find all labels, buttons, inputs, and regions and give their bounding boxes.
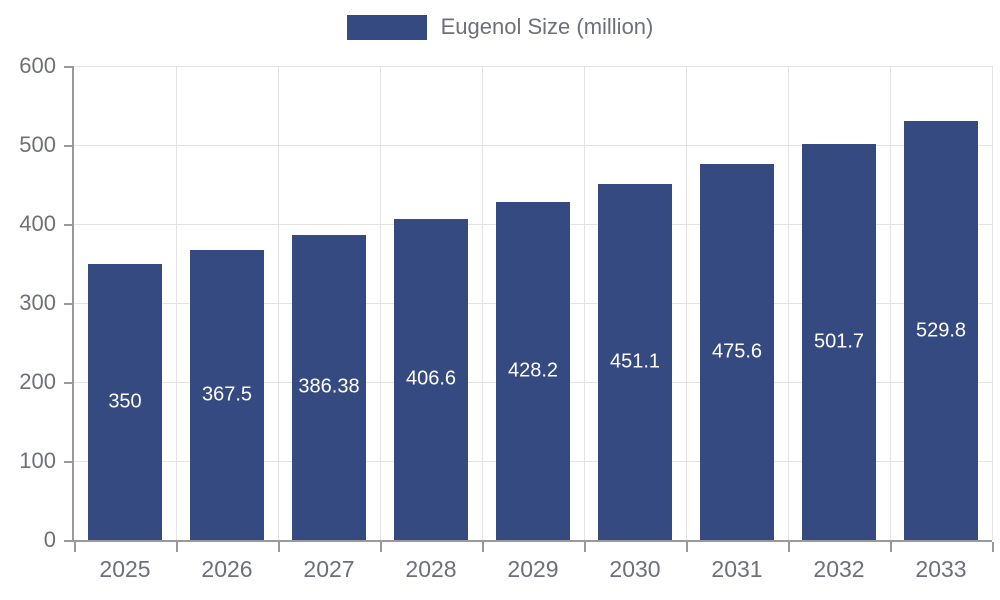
x-axis-tick-label: 2029 [507,556,559,582]
legend-swatch [346,14,427,40]
x-axis-tick [74,542,76,552]
gridline-v [584,66,585,540]
y-axis-tick [64,224,72,226]
gridline-v [992,66,993,540]
y-axis-tick [64,461,72,463]
x-axis-tick-label: 2032 [813,556,865,582]
x-axis-tick [482,542,484,552]
bar[interactable] [904,121,978,540]
bar[interactable] [88,263,162,540]
x-axis-tick-label: 2028 [405,556,457,582]
y-axis-line [72,66,74,542]
bar[interactable] [190,249,264,540]
y-axis-tick-label: 100 [19,448,56,473]
gridline-v [380,66,381,540]
x-axis-tick [686,542,688,552]
x-axis-tick [380,542,382,552]
legend-label: Eugenol Size (million) [440,14,654,39]
bar[interactable] [802,143,876,540]
gridline-v [176,66,177,540]
bar[interactable] [700,164,774,540]
gridline-v [788,66,789,540]
x-axis-tick [176,542,178,552]
legend[interactable]: Eugenol Size (million) [0,14,1000,40]
y-axis-tick [64,145,72,147]
gridline-h [74,145,992,146]
x-axis-tick-label: 2033 [915,556,967,582]
y-axis-tick-label: 600 [19,53,56,78]
bar[interactable] [598,183,672,540]
x-axis-tick-label: 2031 [711,556,763,582]
y-axis-tick [64,540,72,542]
plot-area: 350 367.5 386.38 406.6 428.2 451.1 475.6 501.7 5… [64,66,994,552]
gridline-h [74,66,992,67]
x-axis-tick [584,542,586,552]
y-axis-tick-label: 500 [19,132,56,157]
y-axis-tick-label: 400 [19,211,56,236]
gridline-v [482,66,483,540]
gridline-v [890,66,891,540]
x-axis-tick [278,542,280,552]
x-axis-tick-label: 2025 [99,556,151,582]
gridline-v [686,66,687,540]
y-axis-tick-label: 0 [43,527,56,552]
x-axis-tick [890,542,892,552]
bar[interactable] [292,234,366,540]
y-axis-tick-label: 200 [19,369,56,394]
x-axis-tick-label: 2027 [303,556,355,582]
gridline-v [278,66,279,540]
bar[interactable] [394,218,468,540]
x-axis-tick-label: 2030 [609,556,661,582]
y-axis-tick [64,303,72,305]
x-axis-line [72,540,992,542]
x-axis-tick-label: 2026 [201,556,253,582]
bar[interactable] [496,201,570,540]
y-axis-tick [64,66,72,68]
y-axis-tick [64,382,72,384]
y-axis-tick-label: 300 [19,290,56,315]
x-axis-tick [992,542,994,552]
x-axis-tick [788,542,790,552]
